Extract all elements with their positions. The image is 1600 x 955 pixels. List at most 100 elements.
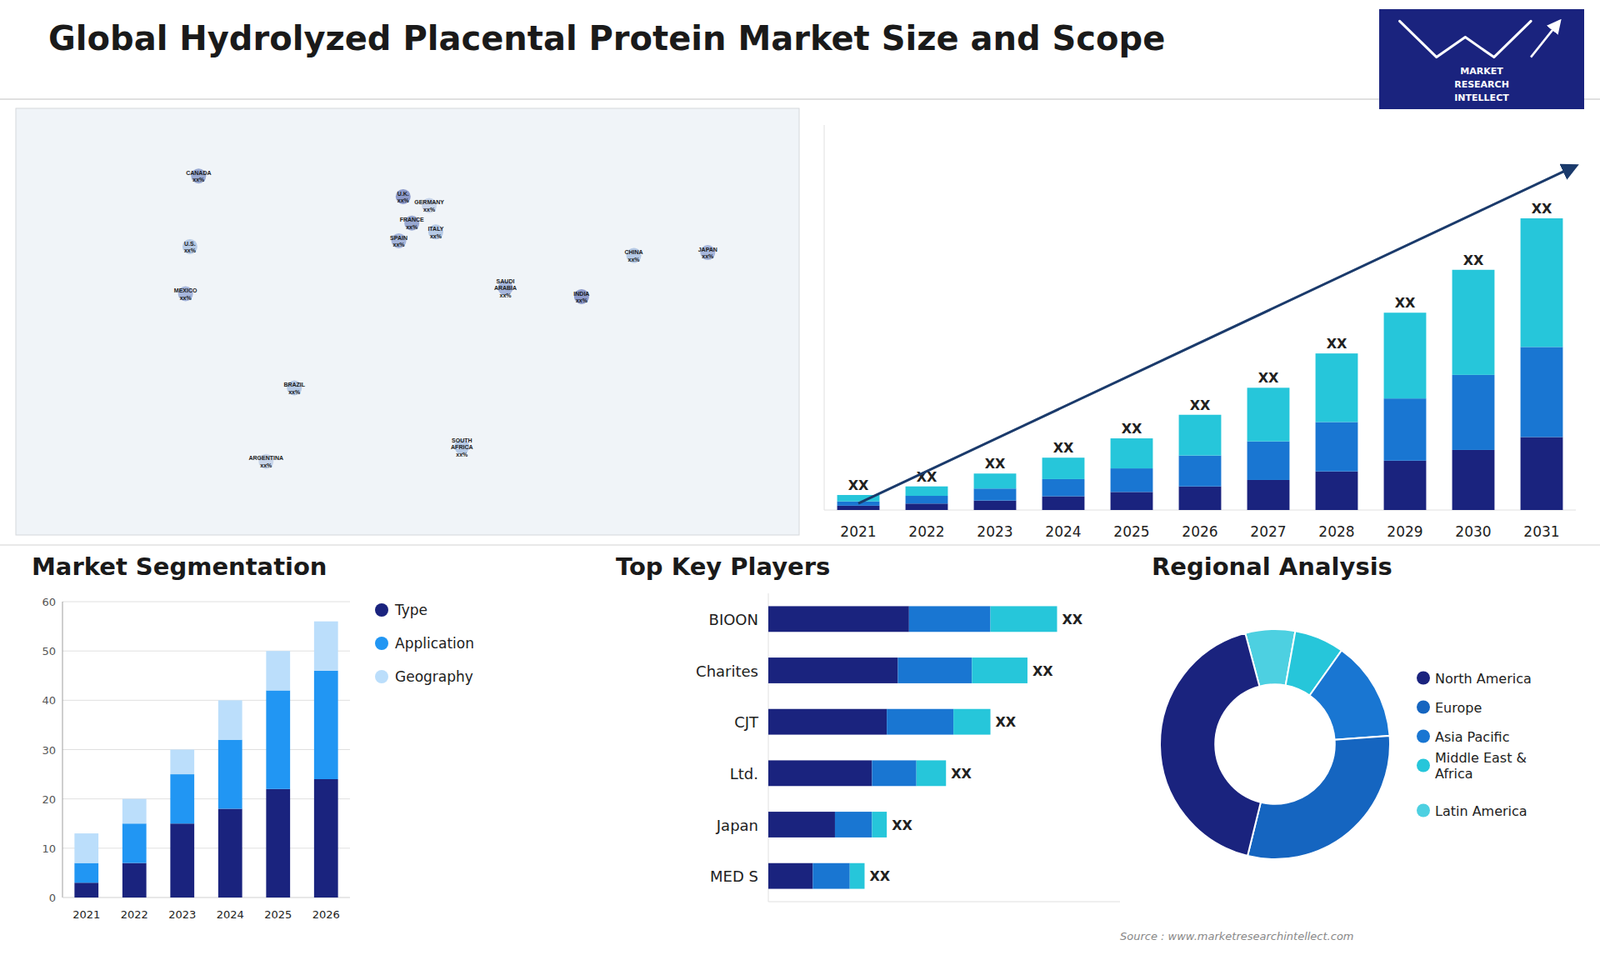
label-line: xx%	[288, 388, 301, 395]
bar	[314, 779, 339, 898]
label-line: MEXICO	[174, 287, 198, 294]
label-line: XX	[869, 868, 890, 885]
bar	[74, 882, 99, 898]
label-line: JAPAN	[698, 245, 718, 252]
category-label: 2024	[1045, 523, 1081, 540]
bar-end-label: XX	[1531, 200, 1553, 217]
label-line: xx%	[405, 223, 419, 230]
tick-label: 60	[41, 595, 56, 609]
bar	[314, 670, 339, 780]
bar-end-label: XX	[985, 455, 1006, 472]
category-label: 2022	[120, 908, 149, 921]
axis-line	[768, 593, 770, 902]
category-label: 2028	[1318, 523, 1355, 540]
country-label: CHINAxx%	[624, 249, 643, 263]
logo-mark	[1400, 20, 1531, 57]
label-line: INDIA	[573, 290, 590, 296]
source-text: Source : www.marketresearchintellect.com	[1120, 930, 1355, 943]
grid-line	[62, 700, 350, 701]
category-label: 2022	[908, 523, 945, 540]
label-line: Top Key Players	[615, 552, 830, 581]
label-line: Ltd.	[730, 764, 759, 782]
grid-line	[62, 749, 350, 750]
label-line: 2022	[908, 523, 945, 540]
label-line: 30	[41, 743, 56, 756]
label-line: Regional Analysis	[1151, 552, 1393, 581]
legend-label: Latin America	[1435, 802, 1528, 819]
bar	[971, 657, 1028, 684]
donut: North AmericaEuropeAsia PacificMiddle Ea…	[1160, 629, 1532, 860]
label-line: XX	[1531, 200, 1553, 217]
label-line: XX	[1121, 420, 1143, 437]
bar	[835, 811, 872, 838]
label-line: 2026	[312, 908, 340, 921]
bar	[886, 709, 954, 735]
legend-label: Europe	[1435, 699, 1482, 715]
bar	[1247, 441, 1290, 480]
bar	[74, 833, 99, 863]
bar-chart-3: BIOONCharitesCJTLtd.JapanMED SXXXXXXXXXX…	[695, 593, 1120, 902]
label-line: 2021	[840, 523, 876, 540]
category-label: 2025	[264, 908, 292, 921]
legend-label: Type	[394, 601, 428, 619]
bar	[837, 501, 880, 506]
bar	[990, 605, 1058, 632]
bar	[1042, 479, 1085, 497]
category-label: BIOON	[709, 610, 759, 628]
bar-end-label: XX	[1061, 610, 1083, 627]
label-line: xx%	[575, 297, 589, 304]
category-label: 2021	[840, 523, 876, 540]
label-line: XX	[950, 765, 972, 781]
label-line: CJT	[734, 713, 760, 731]
bars	[837, 218, 1564, 510]
country-label: SAUDIARABIAxx%	[494, 277, 517, 298]
label-line: 2025	[1113, 523, 1150, 540]
logo-text: INTELLECT	[1454, 91, 1510, 103]
map-frame	[15, 108, 800, 535]
label-line: Asia Pacific	[1435, 728, 1510, 745]
label-line: Charites	[695, 661, 759, 680]
bar	[1042, 457, 1085, 480]
bar	[170, 750, 195, 775]
label-line: 2026	[1181, 523, 1218, 540]
label-line: 2028	[1318, 523, 1355, 540]
bar-end-label: XX	[869, 868, 890, 885]
label-line: Geography	[395, 668, 474, 685]
label-line: 50	[41, 645, 56, 658]
label-line: xx%	[423, 205, 436, 212]
country-label: FRANCExx%	[400, 216, 425, 230]
label-line: XX	[985, 455, 1006, 472]
bars	[768, 605, 1057, 889]
bars	[74, 621, 338, 898]
label-line: Latin America	[1435, 802, 1528, 819]
bar-end-label: XX	[1032, 662, 1054, 679]
bar	[122, 799, 147, 825]
tick-label: 20	[41, 792, 56, 805]
bar	[265, 690, 290, 790]
grid-line	[62, 847, 350, 849]
grid-line	[62, 897, 350, 899]
label-line: xx%	[499, 291, 512, 298]
bar	[265, 789, 290, 898]
legend-swatch	[375, 670, 389, 684]
label-line: 40	[41, 694, 56, 707]
bar	[265, 650, 290, 690]
bar-end-label: XX	[1258, 370, 1280, 386]
label-line: BRAZIL	[283, 381, 305, 388]
bar	[1452, 375, 1495, 450]
bar	[905, 495, 949, 504]
label-line: MED S	[710, 867, 759, 885]
bar	[974, 488, 1017, 500]
label-line: xx%	[397, 197, 410, 204]
bar	[170, 823, 195, 898]
bar	[916, 760, 947, 786]
grid-line	[62, 650, 350, 652]
label-line: 0	[49, 891, 56, 905]
category-label: 2025	[1113, 523, 1150, 540]
bar	[768, 657, 898, 684]
label-line: xx%	[430, 232, 443, 239]
tick-label: 10	[41, 841, 56, 855]
bar	[1315, 471, 1359, 510]
label-line: AFRICA	[450, 444, 473, 450]
bar	[768, 811, 835, 838]
